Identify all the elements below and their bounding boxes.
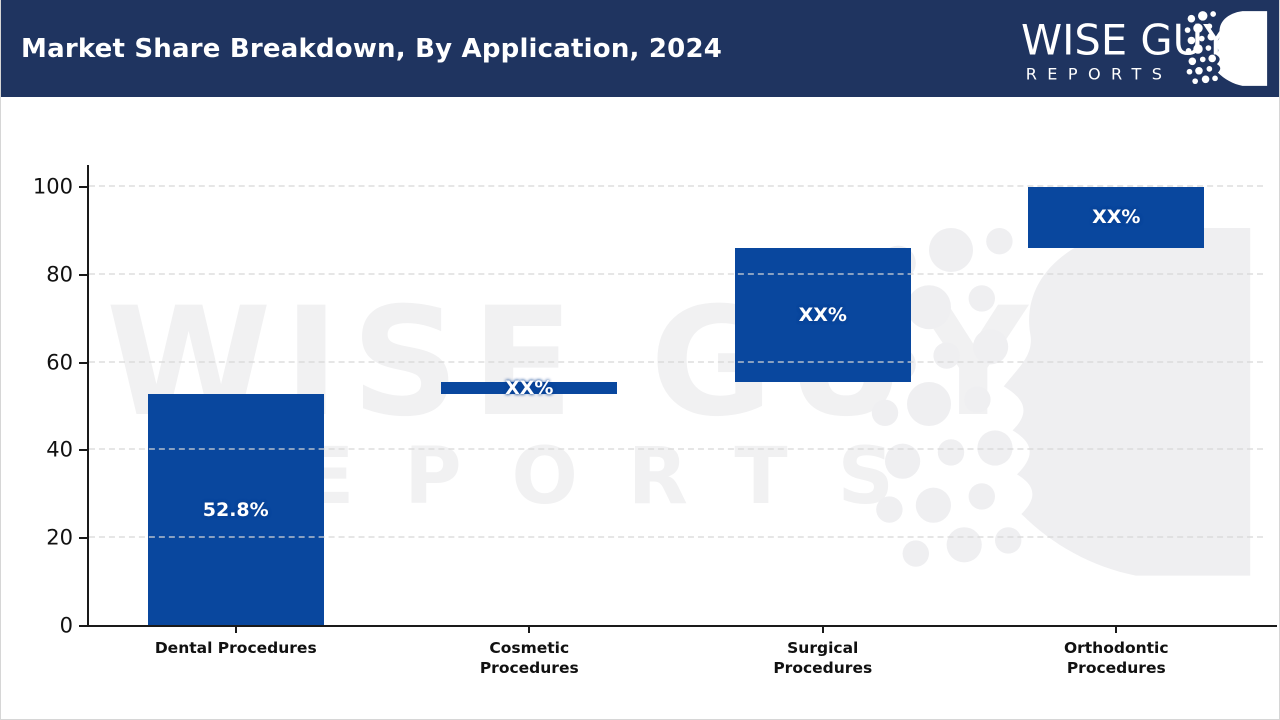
- y-tick-label: 0: [59, 613, 73, 638]
- y-tick-label: 60: [46, 350, 73, 375]
- gridline-y100: [89, 184, 1263, 187]
- y-tick-label: 40: [46, 437, 73, 462]
- x-tick-mark: [821, 626, 824, 633]
- bar-value-label: XX%: [505, 377, 554, 400]
- y-tick-mark: [79, 361, 87, 364]
- x-tick-mark: [528, 626, 531, 633]
- x-category-label: Orthodontic Procedures: [1063, 639, 1169, 678]
- y-tick-label: 100: [32, 174, 73, 199]
- y-tick-mark: [79, 625, 87, 627]
- x-category-label: Surgical Procedures: [773, 639, 873, 678]
- y-tick-mark: [79, 273, 87, 276]
- x-category-label: Dental Procedures: [154, 639, 317, 657]
- page-title: Market Share Breakdown, By Application, …: [21, 33, 723, 64]
- header-band: Market Share Breakdown, By Application, …: [1, 0, 1279, 97]
- y-axis-line: [87, 165, 89, 627]
- y-tick-mark: [79, 537, 87, 540]
- logo-subtext: REPORTS: [1026, 64, 1173, 83]
- y-tick-mark: [79, 449, 87, 452]
- bar-value-label: 52.8%: [202, 499, 269, 522]
- gridline-y40: [89, 448, 1263, 451]
- logo-wordmark: WISE GUY: [1021, 15, 1229, 64]
- x-axis-line: [87, 624, 1277, 627]
- bar-orthodontic-procedures: XX%: [1028, 186, 1205, 248]
- gridline-y20: [89, 536, 1263, 539]
- bar-value-label: XX%: [1092, 206, 1141, 229]
- bar-value-label: XX%: [798, 303, 847, 326]
- x-tick-mark: [1115, 626, 1118, 633]
- x-tick-mark: [234, 626, 237, 633]
- logo-face-icon: [1184, 10, 1268, 86]
- bar-dental-procedures: 52.8%: [147, 394, 324, 626]
- wiseguy-reports-logo: WISE GUY REPORTS: [1021, 10, 1268, 86]
- bar-cosmetic-procedures: XX%: [441, 377, 618, 399]
- plot-area: 0 20 40 60 80 100 52.8% XX% XX% XX% Dental Procedu…: [33, 165, 1277, 677]
- watermark-face-icon: [867, 228, 1251, 576]
- gridline-y60: [89, 360, 1263, 363]
- x-category-label: Cosmetic Procedures: [479, 639, 579, 678]
- bar-surgical-procedures: XX%: [734, 247, 911, 382]
- y-tick-mark: [79, 185, 87, 188]
- y-tick-label: 80: [46, 262, 73, 287]
- y-tick-label: 20: [46, 525, 73, 550]
- gridline-y80: [89, 272, 1263, 275]
